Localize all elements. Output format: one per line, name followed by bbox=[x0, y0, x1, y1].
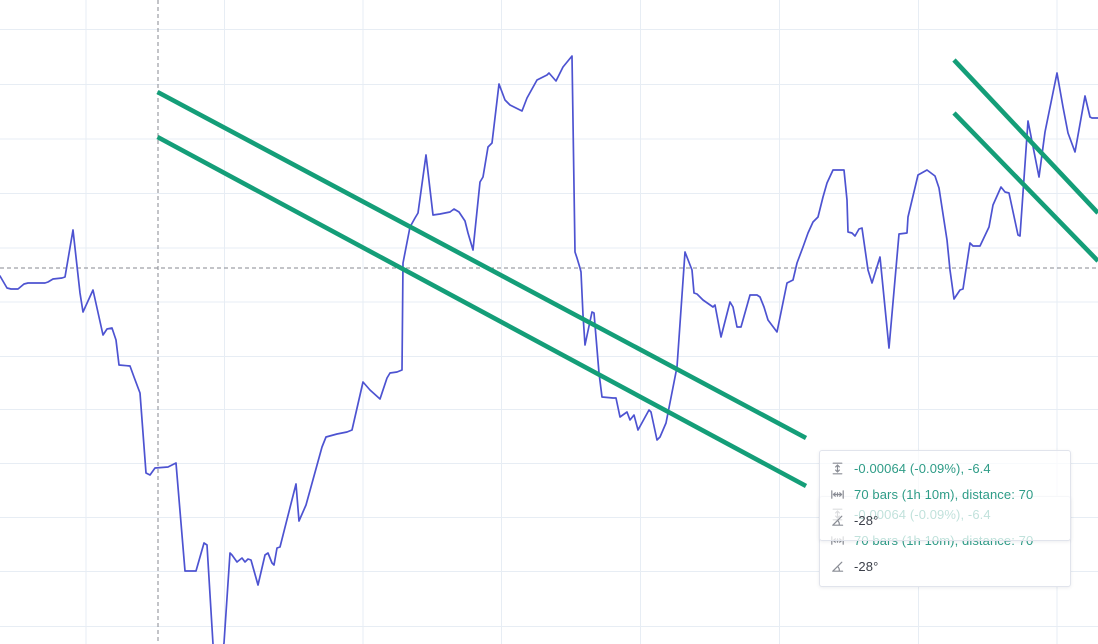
measure-row: 70 bars (1h 10m), distance: 70 bbox=[830, 481, 1070, 507]
trend-line[interactable] bbox=[952, 58, 1098, 215]
measure-value: 70 bars (1h 10m), distance: 70 bbox=[854, 486, 1034, 502]
measure-row: -0.00064 (-0.09%), -6.4 bbox=[830, 455, 1070, 481]
bars-measure-icon bbox=[830, 487, 845, 502]
price-line-series bbox=[0, 55, 1098, 644]
trend-line[interactable] bbox=[156, 89, 808, 441]
trend-line-drawings[interactable] bbox=[156, 58, 1098, 489]
measure-tooltip: -0.00064 (-0.09%), -6.4 70 bars (1h 10m),… bbox=[819, 450, 1071, 541]
measure-value: -28° bbox=[854, 512, 879, 528]
measure-value: -0.00064 (-0.09%), -6.4 bbox=[854, 460, 991, 476]
trend-line[interactable] bbox=[952, 111, 1098, 263]
measure-value: -28° bbox=[854, 558, 879, 574]
angle-icon bbox=[830, 559, 845, 574]
angle-icon bbox=[830, 513, 845, 528]
measure-row: -28° bbox=[830, 553, 1070, 579]
height-measure-icon bbox=[830, 461, 845, 476]
trend-line[interactable] bbox=[156, 134, 808, 489]
measure-row: -28° bbox=[830, 507, 1070, 533]
